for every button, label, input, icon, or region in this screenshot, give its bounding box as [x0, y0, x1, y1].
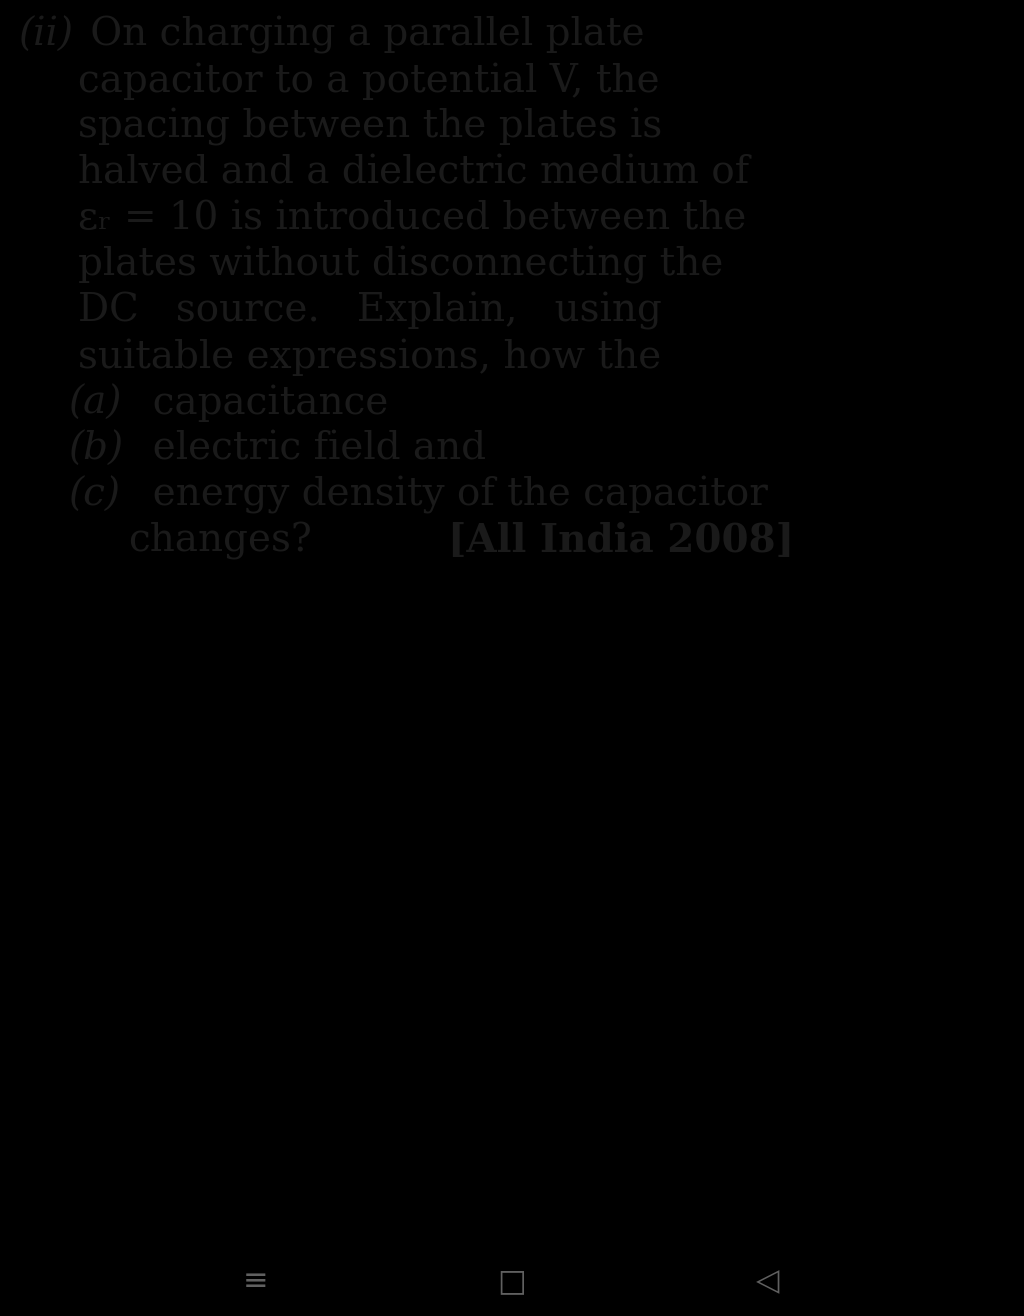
- Text: (b): (b): [68, 430, 123, 467]
- Text: ◁: ◁: [757, 1267, 779, 1296]
- Text: suitable expressions, how the: suitable expressions, how the: [78, 338, 662, 376]
- Text: spacing between the plates is: spacing between the plates is: [78, 108, 663, 146]
- Text: (c): (c): [68, 476, 120, 513]
- Text: electric field and: electric field and: [128, 430, 486, 467]
- Text: εᵣ = 10 is introduced between the: εᵣ = 10 is introduced between the: [78, 200, 746, 237]
- Text: □: □: [498, 1267, 526, 1296]
- Text: (ii): (ii): [18, 17, 73, 54]
- Text: halved and a dielectric medium of: halved and a dielectric medium of: [78, 154, 750, 192]
- Text: ≡: ≡: [244, 1267, 268, 1296]
- Text: changes?: changes?: [128, 522, 311, 561]
- Text: DC   source.   Explain,   using: DC source. Explain, using: [78, 292, 662, 330]
- Text: capacitor to a potential V, the: capacitor to a potential V, the: [78, 62, 659, 100]
- Text: (a): (a): [68, 384, 122, 421]
- Text: [All India 2008]: [All India 2008]: [449, 522, 795, 561]
- Text: plates without disconnecting the: plates without disconnecting the: [78, 246, 723, 284]
- Text: energy density of the capacitor: energy density of the capacitor: [128, 476, 768, 515]
- Text: On charging a parallel plate: On charging a parallel plate: [78, 16, 645, 54]
- Text: capacitance: capacitance: [128, 384, 388, 421]
